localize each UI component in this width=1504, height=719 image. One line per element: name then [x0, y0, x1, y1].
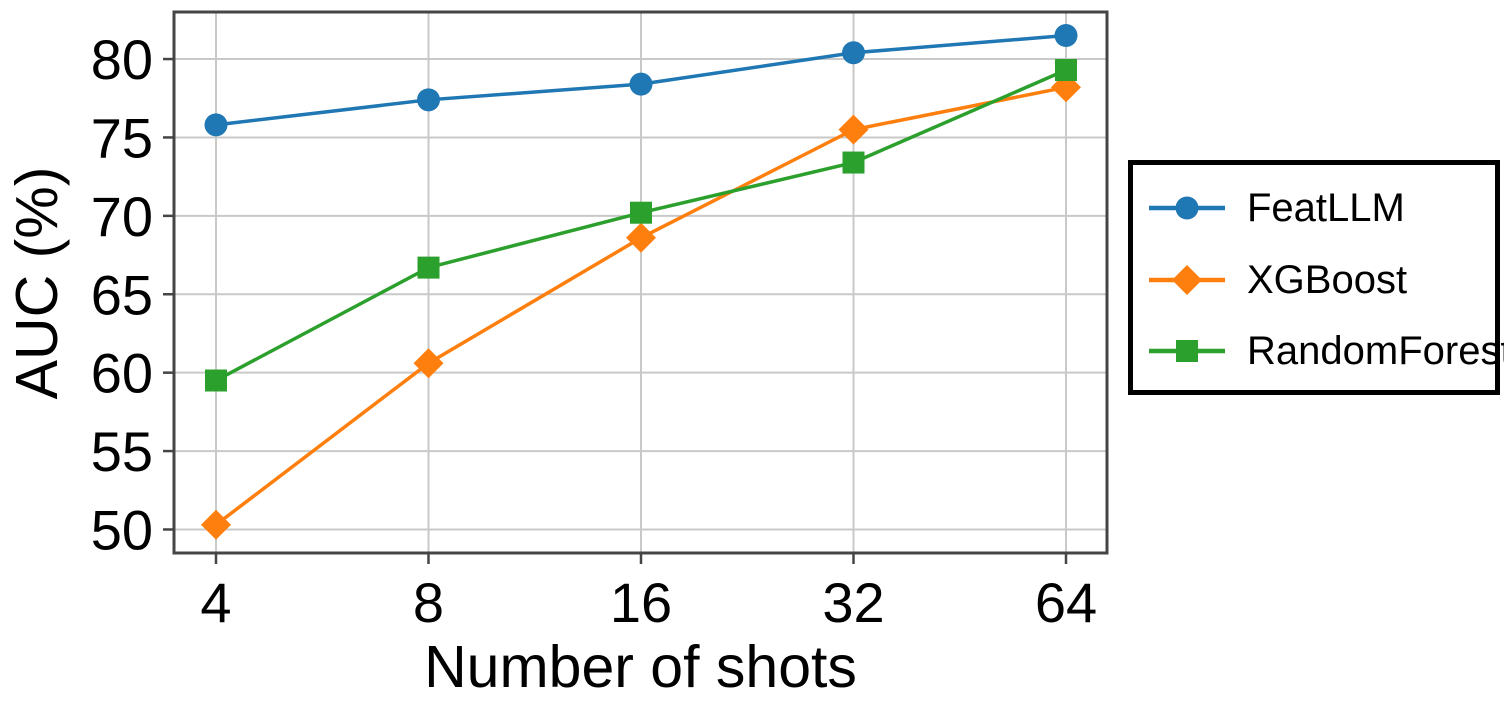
- data-point-xgboost: [201, 509, 231, 540]
- data-point-xgboost: [413, 348, 444, 379]
- y-axis-label: AUC (%): [4, 167, 70, 400]
- legend-item-xgboost: XGBoost: [1145, 248, 1495, 312]
- x-tick-label: 32: [822, 571, 884, 634]
- data-point-randomforest: [205, 369, 227, 392]
- legend-item-featllm: FeatLLM: [1145, 176, 1495, 240]
- legend-marker-circle-icon: [1149, 196, 1225, 220]
- legend-marker-diamond-icon: [1149, 264, 1225, 295]
- data-point-featllm: [1054, 24, 1078, 48]
- data-point-randomforest: [417, 256, 440, 279]
- data-point-xgboost: [626, 222, 656, 253]
- y-tick-label: 75: [91, 106, 153, 169]
- data-point-featllm: [842, 41, 865, 65]
- legend-marker-circle: [1175, 196, 1199, 220]
- y-tick-label: 55: [91, 420, 153, 483]
- y-tick-label: 50: [91, 498, 153, 561]
- data-point-featllm: [417, 88, 440, 112]
- y-tick-label: 70: [91, 185, 153, 248]
- x-tick-label: 16: [610, 571, 672, 634]
- legend-label-featllm: FeatLLM: [1247, 186, 1405, 231]
- legend: FeatLLM XGBoost RandomForest: [1128, 160, 1504, 395]
- legend-marker-square-icon: [1149, 339, 1225, 362]
- data-point-randomforest: [630, 201, 652, 224]
- x-tick-label: 4: [200, 571, 231, 634]
- x-tick-label: 64: [1035, 571, 1097, 634]
- legend-marker-square: [1176, 339, 1198, 362]
- legend-marker-diamond: [1172, 264, 1202, 295]
- data-point-xgboost: [838, 114, 869, 145]
- y-tick-label: 80: [91, 28, 153, 91]
- x-tick-label: 8: [413, 571, 444, 634]
- data-point-randomforest: [1055, 59, 1077, 82]
- y-tick-label: 65: [91, 263, 153, 326]
- legend-label-randomforest: RandomForest: [1247, 328, 1504, 373]
- data-point-featllm: [204, 113, 228, 137]
- x-axis-label: Number of shots: [424, 634, 857, 700]
- legend-label-xgboost: XGBoost: [1247, 257, 1408, 302]
- y-tick-label: 60: [91, 342, 153, 405]
- legend-item-randomforest: RandomForest: [1145, 319, 1504, 383]
- data-point-featllm: [629, 72, 653, 96]
- data-point-randomforest: [842, 151, 865, 174]
